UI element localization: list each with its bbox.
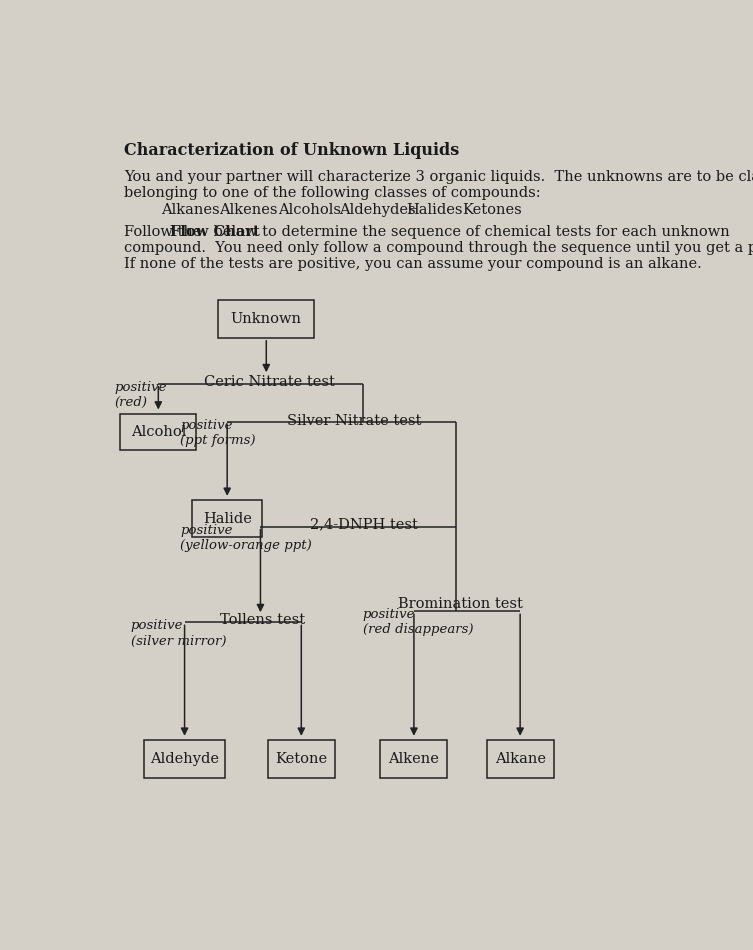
Text: Alkane: Alkane [495, 752, 546, 767]
Text: Alcohols: Alcohols [278, 203, 341, 218]
Text: Alkene: Alkene [389, 752, 439, 767]
Text: Flow Chart: Flow Chart [170, 225, 260, 239]
Text: compound.  You need only follow a compound through the sequence until you get a : compound. You need only follow a compoun… [124, 241, 753, 256]
Text: positive
(ppt forms): positive (ppt forms) [181, 419, 256, 447]
Bar [268, 740, 335, 778]
Bar [144, 740, 225, 778]
Text: Follow the: Follow the [124, 225, 206, 239]
Text: If none of the tests are positive, you can assume your compound is an alkane.: If none of the tests are positive, you c… [124, 257, 703, 272]
Text: belonging to one of the following classes of compounds:: belonging to one of the following classe… [124, 185, 541, 200]
Text: Alkanes: Alkanes [161, 203, 220, 218]
Text: Silver Nitrate test: Silver Nitrate test [287, 414, 421, 428]
Bar [380, 740, 447, 778]
Text: Aldehyde: Aldehyde [150, 752, 219, 767]
Text: positive
(yellow-orange ppt): positive (yellow-orange ppt) [181, 523, 312, 552]
Text: positive
(silver mirror): positive (silver mirror) [131, 619, 227, 648]
Bar [218, 300, 315, 338]
Bar [486, 740, 553, 778]
Text: Tollens test: Tollens test [220, 613, 305, 627]
Text: Halides: Halides [407, 203, 463, 218]
Text: Characterization of Unknown Liquids: Characterization of Unknown Liquids [124, 142, 460, 159]
Text: Ketones: Ketones [462, 203, 522, 218]
Text: Unknown: Unknown [230, 312, 302, 326]
Text: Aldehydes: Aldehydes [339, 203, 416, 218]
Text: positive
(red): positive (red) [114, 381, 167, 409]
Text: 2,4-DNPH test: 2,4-DNPH test [310, 518, 418, 532]
Text: You and your partner will characterize 3 organic liquids.  The unknowns are to b: You and your partner will characterize 3… [124, 170, 753, 183]
Text: Alkenes: Alkenes [220, 203, 278, 218]
Text: Halide: Halide [203, 511, 252, 525]
Text: Ketone: Ketone [276, 752, 328, 767]
Bar [120, 414, 197, 450]
Text: Bromination test: Bromination test [398, 597, 523, 611]
Text: positive
(red disappears): positive (red disappears) [363, 609, 473, 637]
Text: Ceric Nitrate test: Ceric Nitrate test [204, 375, 335, 389]
Text: below to determine the sequence of chemical tests for each unknown: below to determine the sequence of chemi… [209, 225, 729, 239]
Bar [192, 501, 262, 537]
Text: Alcohol: Alcohol [130, 426, 186, 439]
